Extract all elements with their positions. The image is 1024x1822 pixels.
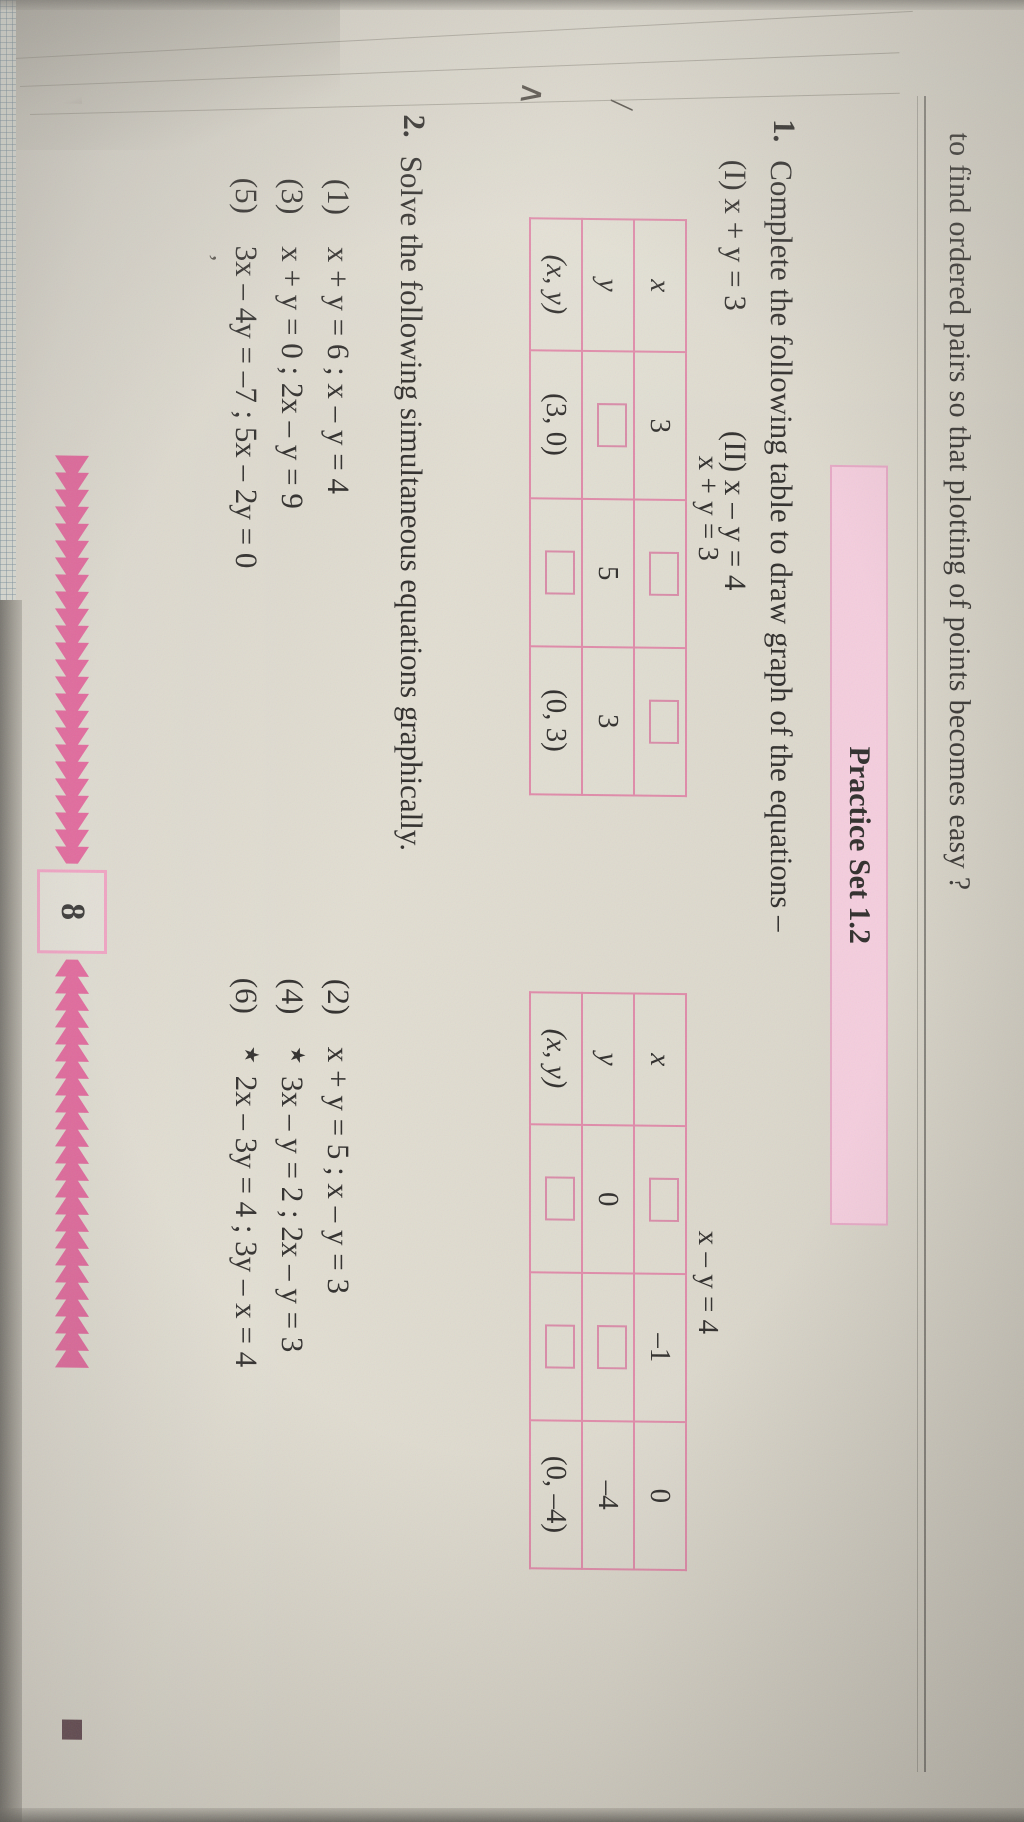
blank-input-box[interactable] (649, 699, 679, 745)
cell-pair-3[interactable]: (0, 3) (530, 646, 582, 795)
question-number: 1. (767, 118, 802, 143)
equation-text: 3x – 4y = –7 ; 5x – 2y = 0 (229, 245, 264, 569)
row-label-x: x (634, 219, 686, 353)
question-prompt: Solve the following simultaneous equatio… (394, 155, 429, 852)
equation-text: x + y = 0 ; 2x – y = 9 (275, 246, 310, 510)
row-label-pair: (x, y) (530, 992, 582, 1125)
cell-pair-1[interactable] (530, 1124, 582, 1273)
footer-decorative-strip: 8 (37, 83, 107, 1740)
photo-top-shadow-edge (0, 0, 1024, 10)
equation-text: 3x – y = 2 ; 2x – y = 3 (275, 1076, 310, 1353)
equation-text: x + y = 5 ; x – y = 3 (321, 1046, 356, 1295)
arrow-right-icon (55, 846, 89, 864)
cell-y-2[interactable]: 5 (582, 498, 634, 648)
cell-pair-3[interactable]: (0, –4) (530, 1420, 582, 1569)
table-row: (x, y) (0, –4) (530, 992, 582, 1569)
table-equation-1: x 3 y 5 3 (x, y) (3, 0) (529, 217, 687, 798)
cell-x-2[interactable]: –1 (634, 1273, 686, 1423)
row-label-y: y (582, 218, 634, 352)
table-1-caption: x + y = 3 (692, 455, 724, 562)
equation-text: x + y = 6 ; x – y = 4 (321, 246, 356, 495)
equation-list: (1) x + y = 6 ; x – y = 4 (2) x + y = 5 … (228, 178, 356, 1740)
equation-tag: (1) (321, 178, 356, 216)
equation-tag: (4) (275, 978, 310, 1015)
table-1-wrapper: x + y = 3 x 3 y 5 3 (x, y (529, 217, 724, 798)
question-prompt: Complete the following table to draw gra… (764, 160, 799, 932)
photo-left-shadow-edge (0, 600, 22, 1822)
cell-pair-1[interactable]: (3, 0) (530, 350, 582, 499)
cell-y-1[interactable]: 0 (582, 1124, 634, 1274)
equation-tag: (2) (321, 978, 356, 1016)
cell-x-1[interactable] (634, 1125, 686, 1275)
cell-y-3[interactable]: 3 (582, 646, 634, 796)
cell-y-3[interactable]: –4 (582, 1420, 634, 1570)
table-2-wrapper: x – y = 4 x –1 0 y 0 –4 (x (529, 991, 724, 1572)
table-row: y 0 –4 (582, 992, 634, 1570)
cell-x-1[interactable]: 3 (634, 351, 686, 501)
table-2-caption: x – y = 4 (692, 1230, 724, 1335)
blank-input-box[interactable] (649, 1177, 679, 1223)
cell-y-1[interactable] (582, 350, 634, 500)
page-number-box: 8 (37, 869, 107, 955)
header-rule-secondary (917, 95, 918, 1772)
arrow-sequence-left (55, 103, 89, 864)
equation-tag: (5) (229, 177, 264, 215)
practice-set-banner: Practice Set 1.2 (830, 464, 888, 1226)
running-header: to find ordered pairs so that plotting o… (943, 132, 976, 891)
cell-y-2[interactable] (582, 1272, 634, 1422)
starred-marker-icon: ★ (286, 1046, 308, 1065)
table-equation-2: x –1 0 y 0 –4 (x, y) (529, 991, 687, 1572)
arrow-left-icon (55, 1341, 89, 1368)
blank-input-box[interactable] (545, 1176, 575, 1221)
row-label-x: x (634, 993, 686, 1127)
equation-item-3: (3) x + y = 0 ; 2x – y = 9 (274, 178, 310, 938)
blank-input-box[interactable] (597, 403, 627, 448)
blank-input-box[interactable] (649, 551, 679, 597)
practice-set-title: Practice Set 1.2 (843, 746, 876, 945)
cell-pair-2[interactable] (530, 1272, 582, 1421)
blank-input-box[interactable] (597, 1325, 627, 1370)
row-label-y: y (582, 992, 634, 1126)
row-label-pair: (x, y) (530, 218, 582, 351)
photo-bottom-shadow-edge (0, 1808, 1024, 1822)
blank-input-box[interactable] (545, 550, 575, 595)
graph-paper-edge (0, 0, 16, 640)
starred-marker-icon: ★ (240, 1045, 262, 1064)
cell-x-2[interactable] (634, 499, 686, 649)
equation-text: 2x – 3y = 4 ; 3y – x = 4 (229, 1075, 264, 1368)
header-rule (924, 96, 926, 1773)
equation-item-1: (1) x + y = 6 ; x – y = 4 (320, 179, 356, 939)
equation-item-2: (2) x + y = 5 ; x – y = 3 (320, 979, 356, 1739)
cell-x-3[interactable]: 0 (634, 1421, 686, 1571)
strip-endcap-right (62, 1719, 82, 1740)
cell-pair-2[interactable] (530, 498, 582, 647)
blank-input-box[interactable] (545, 1324, 575, 1369)
page-number: 8 (54, 902, 91, 921)
equation-item-5: (5) 3x – 4y = –7 ; 5x – 2y = 0 (228, 178, 264, 938)
question-item-1: 1. Complete the following table to draw … (714, 107, 802, 1748)
table-row: x –1 0 (634, 993, 686, 1571)
table-row: y 5 3 (582, 218, 634, 796)
equation-item-4: (4) ★ 3x – y = 2 ; 2x – y = 3 (274, 978, 310, 1738)
table-row: x 3 (634, 219, 686, 797)
equation-tag: (6) (229, 977, 264, 1015)
stray-pencil-mark: ∧ (512, 79, 552, 109)
question-number: 2. (397, 114, 432, 139)
equation-item-6: (6) ★ 2x – 3y = 4 ; 3y – x = 4 (228, 978, 264, 1738)
question-item-2: 2. Solve the following simultaneous equa… (390, 104, 432, 1745)
cell-x-3[interactable] (634, 647, 686, 797)
arrow-sequence-right (55, 959, 89, 1719)
equation-tag: (3) (275, 178, 310, 215)
table-row: (x, y) (3, 0) (0, 3) (530, 218, 582, 795)
